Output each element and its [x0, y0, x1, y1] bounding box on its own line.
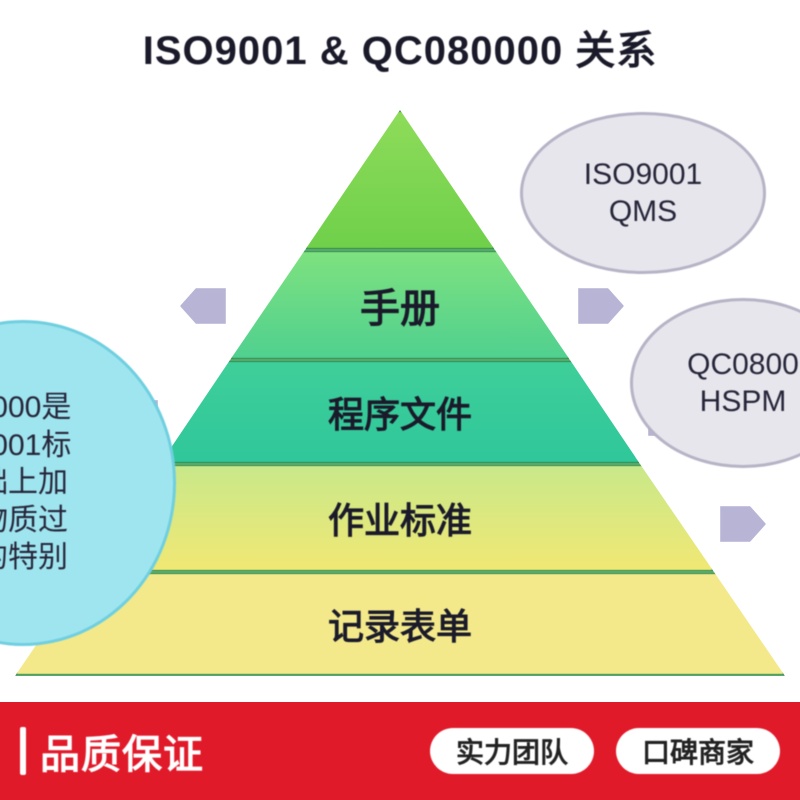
pyramid-slice-label: 手册 [360, 276, 440, 334]
banner-slogan: 品质保证 [20, 722, 204, 780]
diagram-title: ISO9001 & QC080000 关系 [0, 18, 800, 76]
pyramid-slice-label: 记录表单 [328, 598, 472, 650]
pyramid-slice-label: 程序文件 [328, 386, 472, 438]
pyramid-slice-label: 作业标准 [328, 492, 472, 544]
pyramid-slice-3: 作业标准 [86, 464, 714, 572]
arrow-right-icon [578, 288, 624, 324]
pyramid-slice-2: 程序文件 [160, 360, 640, 464]
slogan-bar-icon [20, 727, 26, 775]
banner-tag: 口碑商家 [616, 728, 780, 774]
diagram-canvas: ISO9001 & QC080000 关系 手册程序文件作业标准记录表单 ISO… [0, 0, 800, 800]
callout-iso9001-qms: ISO9001 QMS [520, 112, 766, 274]
slogan-text: 品质保证 [40, 722, 204, 780]
banner-tag: 实力团队 [430, 728, 594, 774]
bottom-banner: 品质保证 实力团队口碑商家 [0, 702, 800, 800]
arrow-left-icon [180, 288, 226, 324]
callout-qc080000-hspm: QC0800 HSPM [630, 298, 800, 468]
pyramid-slice-0 [305, 110, 495, 250]
banner-tags: 实力团队口碑商家 [430, 728, 780, 774]
arrow-right-icon [720, 506, 766, 542]
pyramid-slice-1: 手册 [230, 250, 570, 360]
